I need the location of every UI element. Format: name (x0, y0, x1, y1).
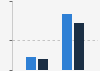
Bar (62, 14, 72, 70)
Bar (38, 59, 48, 70)
Bar (26, 57, 36, 70)
Bar (74, 23, 84, 70)
